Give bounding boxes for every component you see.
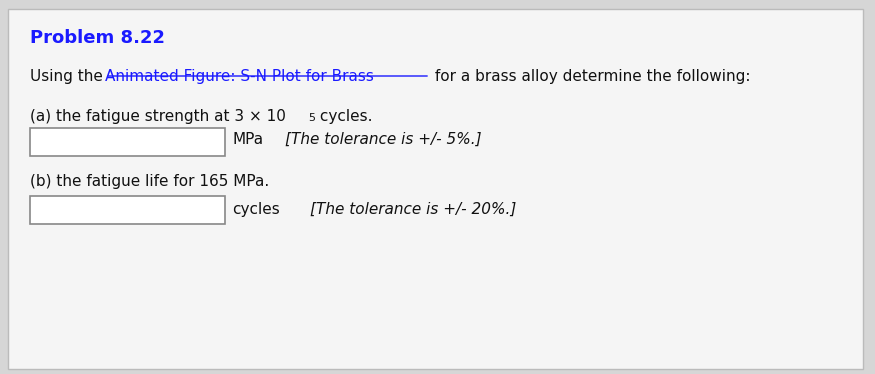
Text: (a) the fatigue strength at 3 × 10: (a) the fatigue strength at 3 × 10 [30, 109, 286, 124]
Text: Using the: Using the [30, 69, 108, 84]
FancyBboxPatch shape [8, 9, 863, 369]
Text: cycles.: cycles. [315, 109, 373, 124]
FancyBboxPatch shape [30, 196, 225, 224]
Text: Problem 8.22: Problem 8.22 [30, 29, 165, 47]
Text: MPa: MPa [232, 132, 263, 147]
Text: [The tolerance is +/- 20%.]: [The tolerance is +/- 20%.] [310, 202, 516, 217]
Text: 5: 5 [308, 113, 315, 123]
Text: (b) the fatigue life for 165 MPa.: (b) the fatigue life for 165 MPa. [30, 174, 270, 189]
Text: Animated Figure: S-N Plot for Brass: Animated Figure: S-N Plot for Brass [105, 69, 374, 84]
Text: cycles: cycles [232, 202, 280, 217]
FancyBboxPatch shape [30, 128, 225, 156]
Text: for a brass alloy determine the following:: for a brass alloy determine the followin… [430, 69, 751, 84]
Text: [The tolerance is +/- 5%.]: [The tolerance is +/- 5%.] [285, 132, 481, 147]
